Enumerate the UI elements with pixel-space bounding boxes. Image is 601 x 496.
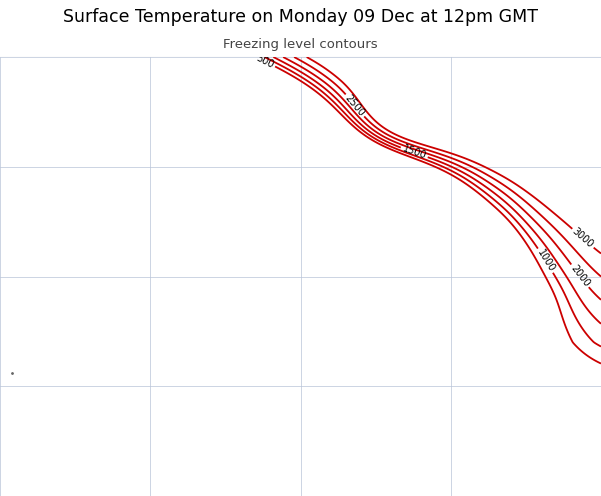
Text: Freezing level contours: Freezing level contours <box>223 38 378 51</box>
Text: 1000: 1000 <box>535 248 557 274</box>
Text: 2000: 2000 <box>569 263 591 289</box>
Text: 3000: 3000 <box>570 227 596 250</box>
Text: 1500: 1500 <box>401 144 427 161</box>
Text: 2500: 2500 <box>343 93 367 118</box>
Text: Surface Temperature on Monday 09 Dec at 12pm GMT: Surface Temperature on Monday 09 Dec at … <box>63 8 538 26</box>
Text: 500: 500 <box>255 53 276 70</box>
